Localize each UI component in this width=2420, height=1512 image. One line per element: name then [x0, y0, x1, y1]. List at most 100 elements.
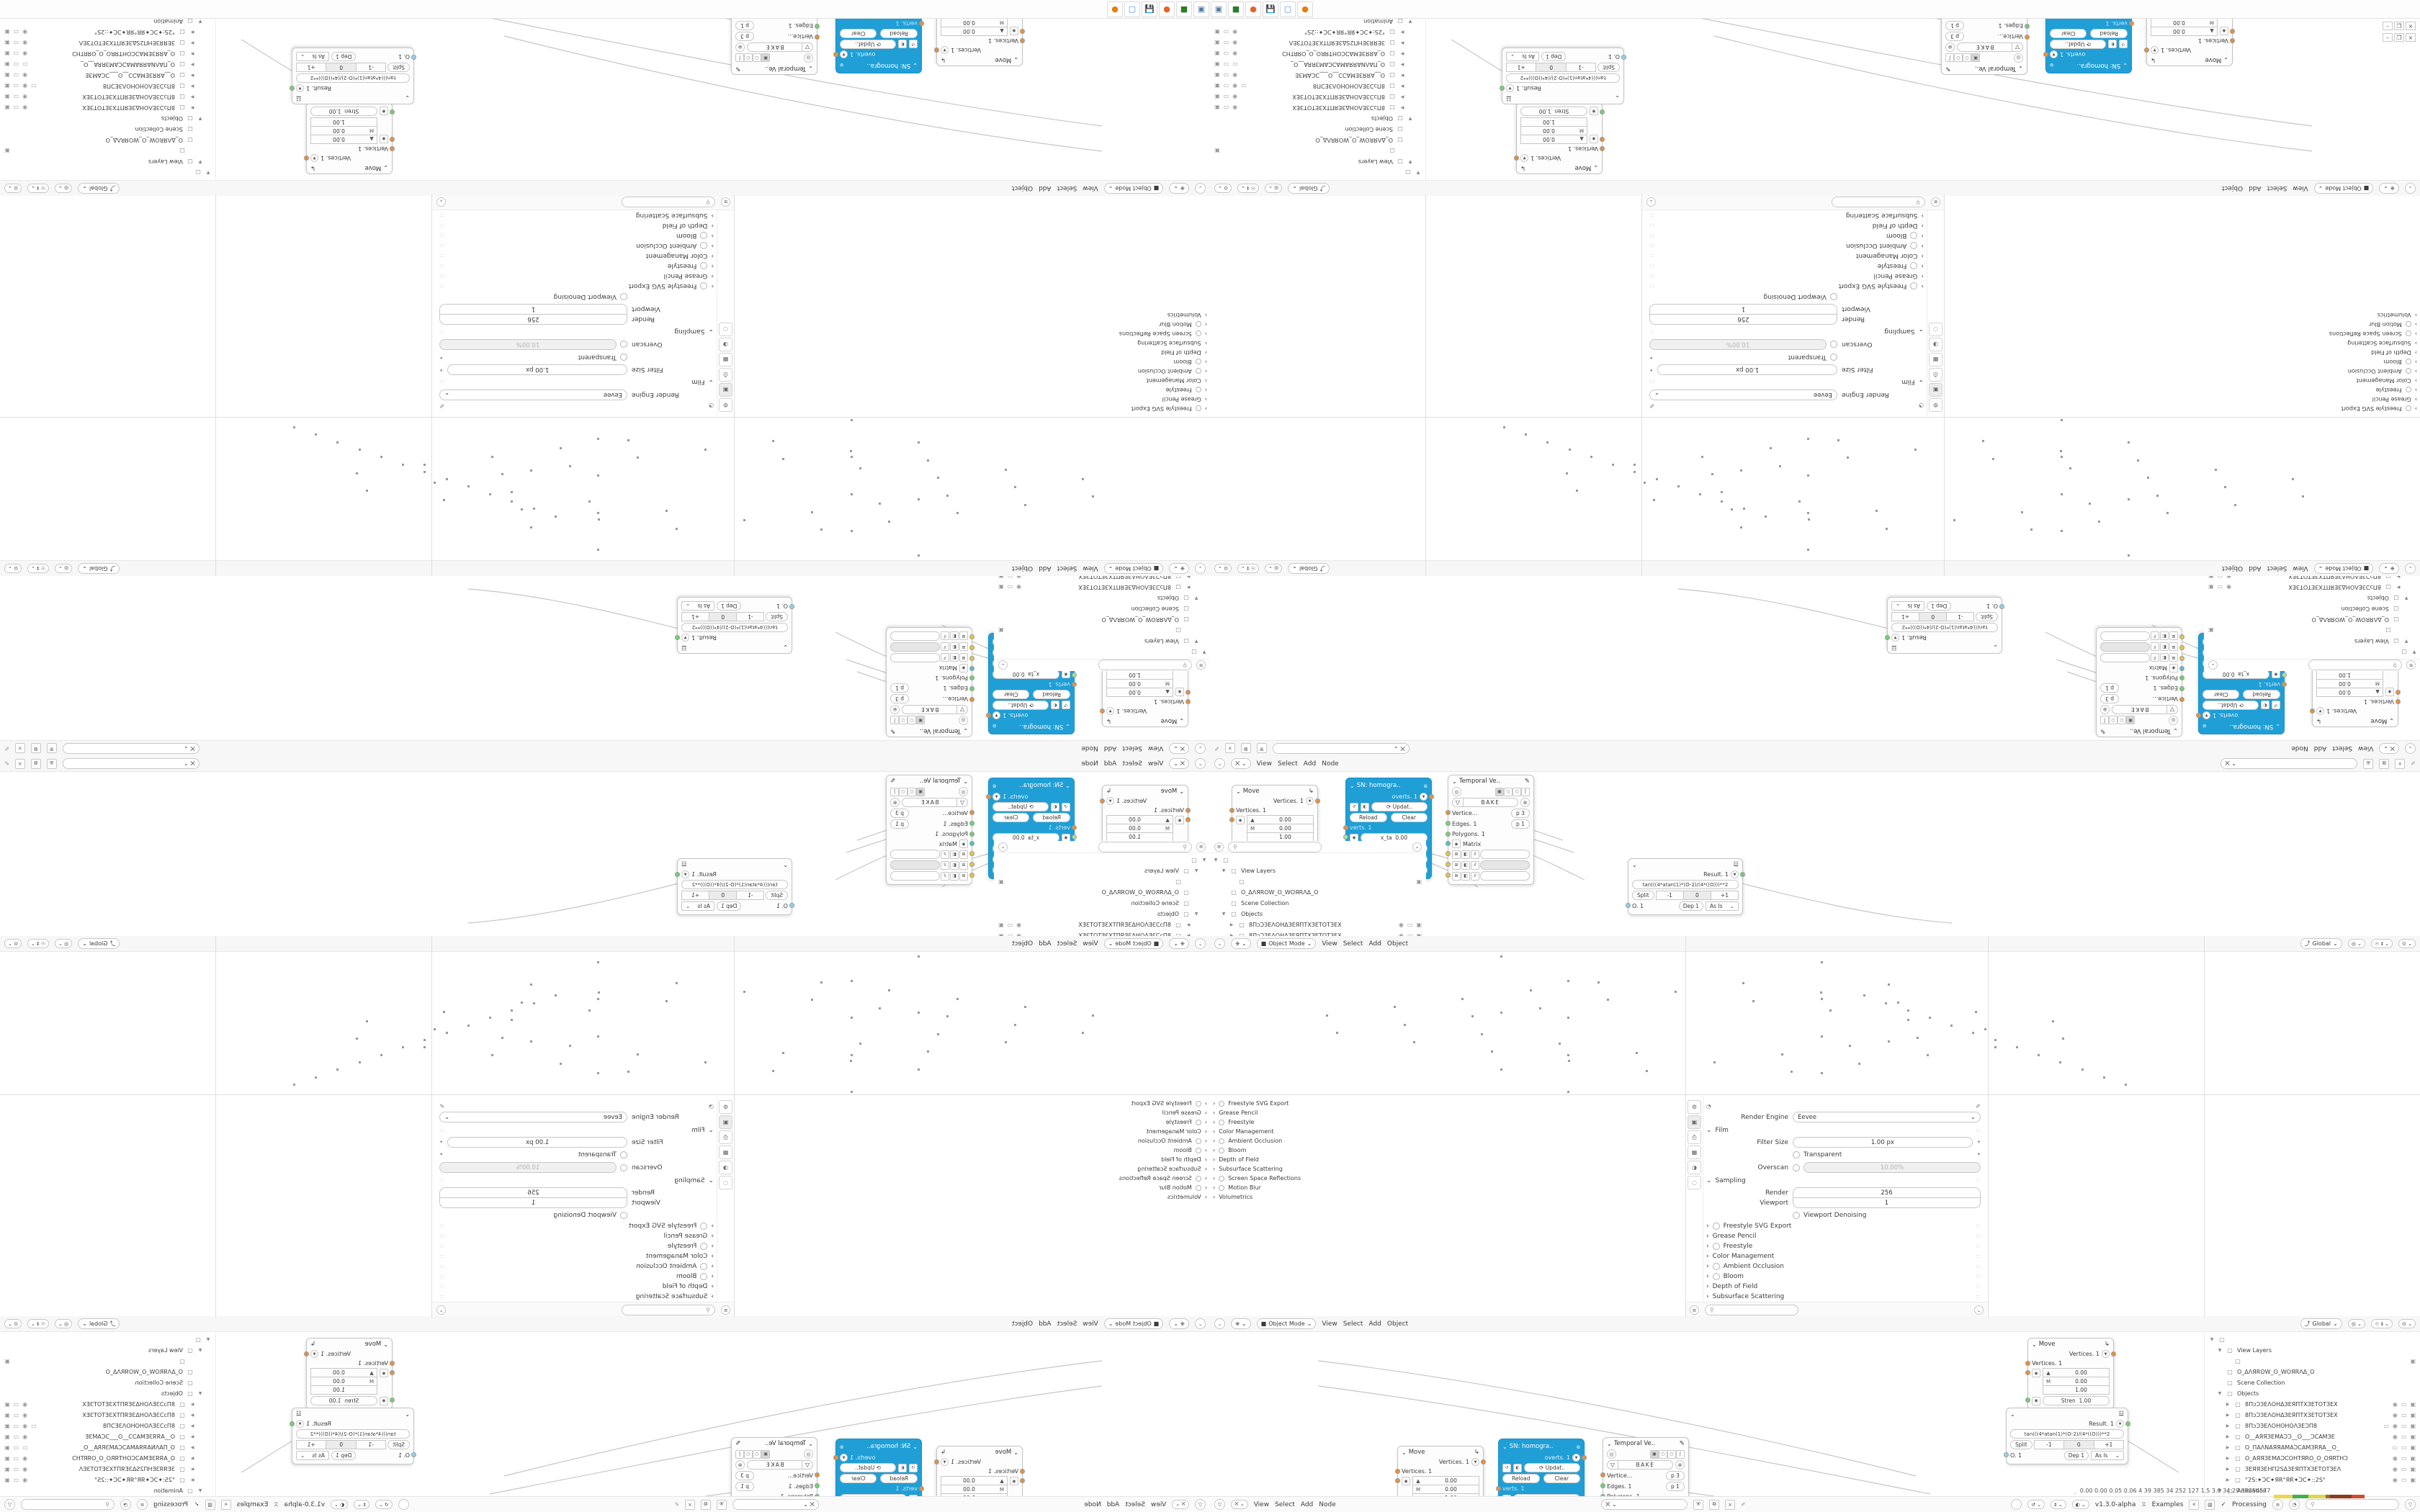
- section-header-film[interactable]: ⌄ Film ∷: [439, 378, 714, 385]
- chevron-icon[interactable]: ▭: [22, 1444, 28, 1451]
- properties-tab-world-tab[interactable]: ◌: [1688, 1176, 1701, 1189]
- update-button[interactable]: ⟳ Updat..: [840, 40, 896, 49]
- chevron-icon[interactable]: ▭: [1232, 61, 1238, 68]
- node-input-row[interactable]: Vertices. 1: [937, 1467, 1025, 1476]
- node-update-row[interactable]: ↺ ◐ ⟳ Updat..: [1346, 801, 1431, 812]
- collapsed-section-6[interactable]: › Depth of Field ∷: [1706, 1283, 1981, 1290]
- properties-tab-world-tab[interactable]: ◌: [719, 323, 732, 336]
- camera-icon[interactable]: ▣: [4, 50, 10, 57]
- node-expression-row[interactable]: tan(((4*atan(1)*(O-2)/(4*((O)))**2: [1888, 622, 2002, 633]
- screen-icon[interactable]: ▭: [13, 1477, 19, 1483]
- animate-dot-icon[interactable]: •: [1649, 366, 1654, 374]
- pin-icon[interactable]: ✐: [1649, 402, 1654, 410]
- clear-button[interactable]: Clear: [992, 690, 1030, 699]
- viewer-display-toggle[interactable]: ▣: [2126, 716, 2135, 725]
- node-editor-type-dropdown[interactable]: ⨉ ⌄: [2379, 743, 2399, 754]
- close-icon[interactable]: ×: [14, 758, 25, 769]
- pin-icon[interactable]: ✐: [2411, 760, 2416, 767]
- dep-field[interactable]: Dep 1: [331, 52, 357, 61]
- asis-dropdown[interactable]: As Is ⌄: [1891, 601, 1924, 611]
- collapsed-section-4[interactable]: › Ambient Occlusion ∷: [439, 242, 714, 249]
- viewer-display-group[interactable]: ▣ ○ ○ ʃ: [1650, 1449, 1685, 1459]
- mask-icon[interactable]: ⊗: [890, 798, 900, 807]
- viewer-display-toggle[interactable]: ○: [753, 1449, 761, 1459]
- camera-icon[interactable]: ▣: [2410, 1412, 2416, 1418]
- outliner-row[interactable]: ▶ ▢ O_AЯЯЗEMAƆCOHTЯRO_O_OЯRTHƆ ◉ ▭ ▣: [0, 1453, 211, 1464]
- outliner-row[interactable]: ▶ ▢ ЗEЯЯЗEHΠ2SΔЗEЯΠTXЗETOTЗEΛ ◉ ▭ ▣: [2209, 1464, 2420, 1475]
- clear-button[interactable]: Clear: [2050, 29, 2087, 38]
- outliner-row[interactable]: ▼ ▢ View Layers: [2204, 636, 2417, 647]
- sampling-viewport-row[interactable]: Viewport 1: [1649, 304, 1924, 315]
- disclosure-triangle-icon[interactable]: ▼: [1222, 868, 1226, 873]
- split-button[interactable]: Split: [387, 1440, 410, 1449]
- node-header[interactable]: ⌄ SN: homogra.. ๏: [2046, 59, 2131, 73]
- outliner-search-input[interactable]: ⚲: [1832, 197, 1925, 207]
- collapsed-section-alt-4[interactable]: › Ambient Occlusion: [1213, 1138, 1419, 1144]
- reload-button[interactable]: Reload: [1033, 690, 1070, 699]
- node-strength-row[interactable]: ◉ Stren 1.00: [2025, 1395, 2113, 1406]
- camera-icon[interactable]: ▣: [4, 83, 10, 89]
- outliner-row[interactable]: ▼ ▢ Objects: [0, 113, 211, 124]
- node-output-row[interactable]: Result. 1 ▼: [290, 84, 413, 93]
- sverchok-update-dropdown[interactable]: ↺ ⌄: [375, 1500, 393, 1509]
- viewer-toolbar[interactable]: ◎ ▣ ○ ○ ʃ: [887, 715, 972, 726]
- save-icon[interactable]: 💾: [1142, 1, 1157, 17]
- screen-icon[interactable]: ▭: [2401, 1401, 2407, 1408]
- vector-component[interactable]: M 0.00: [1106, 679, 1173, 688]
- vector-component[interactable]: ▲ 0.00: [1106, 688, 1173, 697]
- chevron-down-icon[interactable]: ▼: [310, 1350, 318, 1358]
- node-output-row[interactable]: Vertices. 1 ▼: [1514, 153, 1602, 163]
- outliner-row[interactable]: ▼ ▢: [1213, 855, 1426, 865]
- close-icon[interactable]: ×: [1725, 1499, 1736, 1510]
- terminal-icon[interactable]: ■: [1176, 1, 1192, 17]
- step-button[interactable]: +1: [681, 612, 710, 621]
- disclosure-triangle-icon[interactable]: ▶: [2226, 1434, 2230, 1439]
- step-segment-group[interactable]: -1 0 +1: [296, 63, 387, 72]
- blender-icon[interactable]: ◐: [1513, 1463, 1522, 1472]
- proportional-dropdown[interactable]: ⊙ ⌄: [4, 564, 22, 573]
- viewer-color-swatch[interactable]: [1480, 850, 1530, 859]
- camera-icon[interactable]: ▣: [2410, 1466, 2416, 1472]
- viewer-toolbar[interactable]: ◎ ▣ ○ ○ ʃ: [732, 53, 817, 63]
- disclosure-triangle-icon[interactable]: ▶: [190, 1456, 194, 1461]
- outliner-row[interactable]: ▶ ▢ O__AЯЯЗEMAƆƆ__O___ƆCAMЗE ◉ ▭ ▣: [2209, 1431, 2420, 1442]
- collapsed-section-alt-6[interactable]: › Depth of Field: [1213, 1156, 1419, 1163]
- section-toggle-checkbox[interactable]: [1195, 321, 1201, 328]
- section-toggle-checkbox[interactable]: [700, 282, 708, 289]
- overscan-checkbox[interactable]: [1830, 341, 1837, 348]
- status-menu-view[interactable]: View: [1253, 1500, 1270, 1508]
- collapsed-section-alt-0[interactable]: › Freestyle SVG Export: [1001, 1100, 1207, 1107]
- viewer-input-value[interactable]: p 3: [2100, 694, 2119, 703]
- viewer-display-toggle[interactable]: ʃ: [890, 716, 899, 725]
- sampling-render-field[interactable]: 256: [1793, 1187, 1981, 1198]
- sampling-viewport-row[interactable]: Viewport 1: [439, 1197, 714, 1208]
- chevron-down-icon[interactable]: ▼: [2202, 711, 2210, 719]
- screenshot-icon[interactable]: ▣: [1193, 1, 1209, 17]
- viewer-color-swatch[interactable]: [2100, 653, 2150, 662]
- node-update-row[interactable]: ↺ ◐ ⟳ Updat..: [2046, 39, 2131, 50]
- display-mode-icon[interactable]: ≡: [1196, 660, 1206, 670]
- collapsed-section-7[interactable]: › Subsurface Scattering ∷: [439, 212, 714, 219]
- node-output-row[interactable]: overts. 1 ▼: [986, 711, 1074, 720]
- expression-field[interactable]: tan(((4*atan(1)*(O-2)/(4*((O)))**2: [296, 73, 410, 83]
- properties-tab-output-tab[interactable]: ⎙: [719, 368, 732, 382]
- chevron-down-icon[interactable]: ▼: [1731, 870, 1739, 878]
- transparent-checkbox[interactable]: [620, 1151, 627, 1158]
- outliner-row[interactable]: ▶ ▢ O_AЯЯЗEMAƆCOHTЯRO_O_OЯRTHƆ ◉ ▭ ▣: [1210, 48, 1421, 59]
- node-menu-node[interactable]: Node: [1322, 760, 1339, 768]
- outliner-bottom[interactable]: ▼ ▢ ▼ ▢ View Layers ▢ ▣ ▢ O_ΔΛЯROW_O_WOЯRΛΔ_O ▢ Sc…: [2204, 1332, 2420, 1512]
- matrix-icon[interactable]: ◉: [1590, 107, 1598, 116]
- sverchok-examples-button[interactable]: Examples: [236, 1500, 269, 1508]
- viewer-color-swatch[interactable]: [2100, 631, 2150, 641]
- animate-dot-icon[interactable]: •: [439, 1151, 444, 1158]
- sampling-render-field[interactable]: 256: [1649, 314, 1837, 325]
- section-toggle-checkbox[interactable]: [700, 232, 708, 239]
- step-button[interactable]: 0: [1536, 63, 1567, 72]
- blender-icon[interactable]: ◐: [1051, 701, 1059, 710]
- viewport-denoising-row[interactable]: Viewport Denoising: [1649, 293, 1924, 300]
- proportional-dropdown[interactable]: ⊙ ⌄: [2398, 1319, 2416, 1328]
- disclosure-triangle-icon[interactable]: ▶: [190, 94, 194, 99]
- node-menu-view[interactable]: View: [1256, 760, 1273, 768]
- sampling-render-field[interactable]: 256: [439, 1187, 627, 1198]
